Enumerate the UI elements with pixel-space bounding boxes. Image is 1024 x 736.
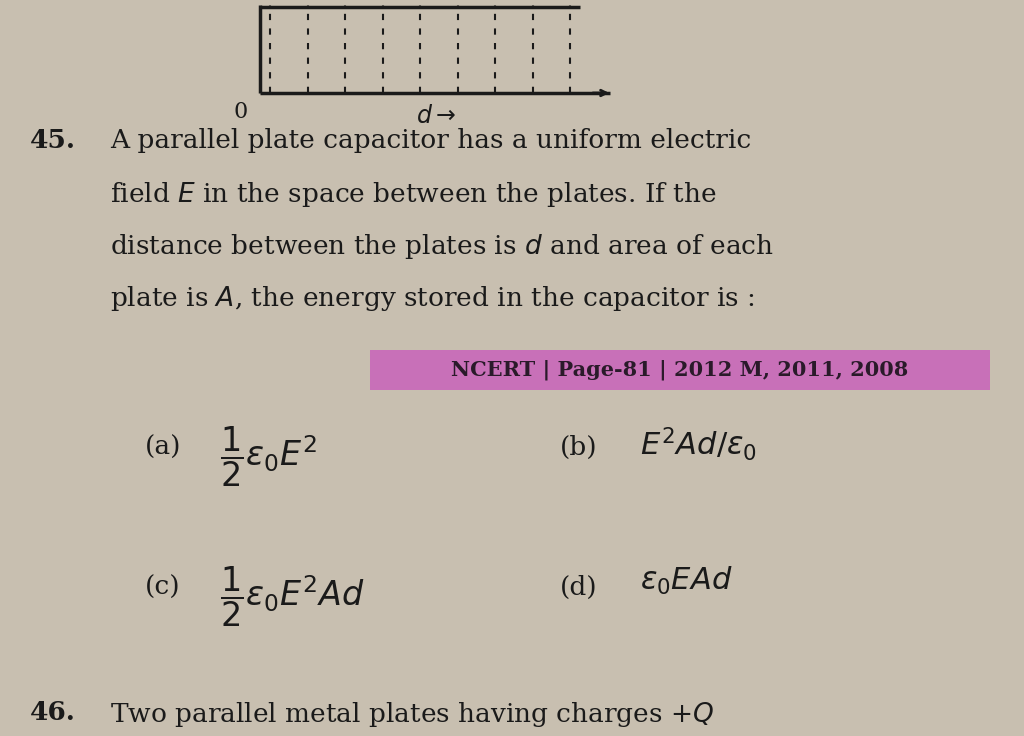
Text: 0: 0 (233, 101, 248, 123)
Text: (d): (d) (560, 575, 598, 600)
Text: $E^2Ad/\varepsilon_0$: $E^2Ad/\varepsilon_0$ (640, 425, 757, 463)
Text: (b): (b) (560, 435, 598, 460)
Text: (c): (c) (145, 575, 180, 600)
Text: 46.: 46. (30, 700, 76, 725)
Text: distance between the plates is $d$ and area of each: distance between the plates is $d$ and a… (110, 232, 774, 261)
Bar (370, 350, 990, 390)
Text: NCERT | Page-81 | 2012 M, 2011, 2008: NCERT | Page-81 | 2012 M, 2011, 2008 (452, 360, 908, 381)
Text: $\varepsilon_0 EAd$: $\varepsilon_0 EAd$ (640, 565, 732, 597)
Text: A parallel plate capacitor has a uniform electric: A parallel plate capacitor has a uniform… (110, 128, 752, 153)
Text: (a): (a) (145, 435, 181, 460)
Text: $d \rightarrow$: $d \rightarrow$ (416, 105, 456, 128)
Text: $\dfrac{1}{2}\varepsilon_0 E^2$: $\dfrac{1}{2}\varepsilon_0 E^2$ (220, 425, 317, 489)
Text: plate is $A$, the energy stored in the capacitor is :: plate is $A$, the energy stored in the c… (110, 284, 755, 313)
Text: field $E$ in the space between the plates. If the: field $E$ in the space between the plate… (110, 180, 717, 209)
Text: 45.: 45. (30, 128, 76, 153)
Text: $\dfrac{1}{2}\varepsilon_0 E^2 Ad$: $\dfrac{1}{2}\varepsilon_0 E^2 Ad$ (220, 565, 365, 629)
Text: Two parallel metal plates having charges $+Q$: Two parallel metal plates having charges… (110, 700, 714, 729)
